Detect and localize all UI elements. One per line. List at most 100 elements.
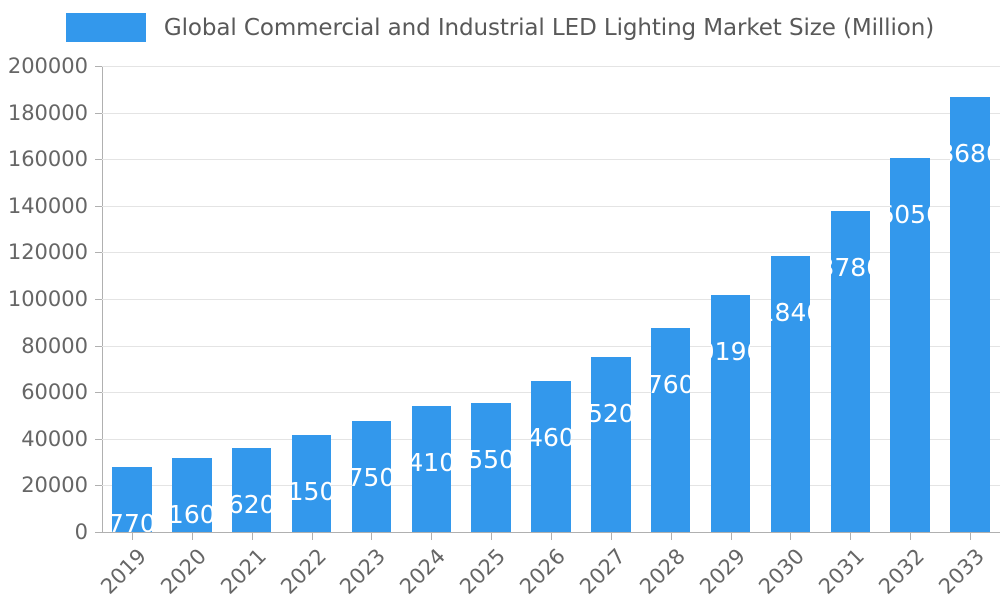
y-tick-label: 60000 bbox=[21, 380, 88, 405]
bar[interactable]: 27700 bbox=[112, 467, 152, 532]
bar-label-clip: 137800 bbox=[831, 211, 871, 532]
bar-label-clip: 41500 bbox=[292, 435, 332, 532]
x-tick-mark bbox=[790, 532, 792, 540]
x-tick-mark bbox=[730, 532, 732, 540]
bar-label-clip: 186800 bbox=[950, 97, 990, 532]
bar[interactable]: 118400 bbox=[770, 256, 811, 532]
bar-label-clip: 75200 bbox=[591, 357, 631, 532]
bar-value-label: 64600 bbox=[531, 423, 571, 453]
bar[interactable]: 101900 bbox=[710, 294, 751, 532]
y-tick-mark bbox=[95, 252, 102, 254]
bar-value-label: 36200 bbox=[231, 489, 272, 519]
y-tick-mark bbox=[95, 112, 102, 114]
x-tick-label: 2027 bbox=[575, 544, 630, 599]
y-tick-label: 20000 bbox=[21, 473, 88, 498]
bar-value-label: 54100 bbox=[411, 447, 452, 477]
x-tick-mark bbox=[371, 532, 373, 540]
y-tick-mark bbox=[95, 66, 102, 67]
bar-value-label: 47500 bbox=[351, 463, 392, 493]
bar[interactable]: 54100 bbox=[411, 405, 452, 532]
bar-label-clip: 160500 bbox=[890, 158, 930, 532]
x-tick-label: 2023 bbox=[335, 544, 391, 599]
bar-label-clip: 31600 bbox=[172, 458, 212, 532]
x-tick-mark bbox=[910, 532, 912, 540]
y-tick-label: 160000 bbox=[7, 147, 88, 172]
bar-value-label: 101900 bbox=[711, 336, 751, 366]
bar-value-label: 87600 bbox=[650, 369, 691, 399]
bar[interactable]: 55500 bbox=[471, 402, 511, 532]
x-tick-label: 2022 bbox=[275, 544, 331, 599]
x-tick-label: 2020 bbox=[155, 544, 211, 599]
gridline bbox=[102, 345, 1000, 347]
x-tick-mark bbox=[491, 532, 493, 540]
bar-label-clip: 27700 bbox=[112, 467, 152, 532]
x-tick-mark bbox=[251, 532, 253, 540]
x-tick-label: 2025 bbox=[455, 544, 511, 599]
bar-label-clip: 47500 bbox=[352, 421, 392, 532]
x-tick-mark bbox=[850, 532, 852, 540]
bar-value-label: 118400 bbox=[771, 298, 811, 328]
y-tick-label: 140000 bbox=[7, 193, 88, 218]
x-tick-label: 2024 bbox=[395, 544, 451, 599]
bar[interactable]: 75200 bbox=[591, 356, 631, 532]
bar-value-label: 186800 bbox=[950, 138, 990, 168]
x-tick-label: 2021 bbox=[215, 544, 271, 599]
x-tick-label: 2031 bbox=[814, 544, 870, 599]
bar-label-clip: 64600 bbox=[531, 381, 571, 532]
x-tick-label: 2026 bbox=[515, 544, 570, 599]
x-tick-mark bbox=[610, 532, 612, 540]
bar[interactable]: 31600 bbox=[172, 458, 212, 532]
y-tick-mark bbox=[95, 438, 102, 440]
plot-area: 0 20000 40000 60000 80000 100000 120000 140000 1… bbox=[8, 54, 1000, 599]
x-tick-label: 2033 bbox=[934, 544, 990, 599]
bar-value-label: 55500 bbox=[471, 444, 511, 474]
x-tick-mark bbox=[431, 532, 433, 540]
y-tick-label: 200000 bbox=[7, 54, 88, 78]
bar[interactable]: 47500 bbox=[351, 421, 392, 532]
x-tick-label: 2019 bbox=[96, 544, 151, 599]
bar-value-label: 41500 bbox=[291, 477, 332, 507]
x-tick-mark bbox=[551, 532, 552, 540]
x-tick-mark bbox=[670, 532, 672, 540]
gridline bbox=[102, 112, 1000, 114]
bar-label-clip: 36200 bbox=[232, 448, 272, 532]
x-tick-label: 2028 bbox=[634, 544, 690, 599]
y-tick-mark bbox=[95, 159, 102, 161]
x-tick-label: 2032 bbox=[874, 544, 930, 599]
bar-value-label: 137800 bbox=[831, 252, 871, 282]
bar-value-label: 31600 bbox=[172, 500, 212, 530]
y-tick-mark bbox=[95, 532, 102, 533]
y-tick-label: 0 bbox=[74, 520, 88, 544]
x-tick-mark bbox=[970, 532, 972, 540]
x-tick-mark bbox=[191, 532, 193, 540]
bar[interactable]: 160500 bbox=[890, 158, 930, 532]
y-tick-mark bbox=[95, 392, 102, 394]
y-tick-mark bbox=[95, 205, 102, 207]
bar-value-label: 75200 bbox=[591, 398, 631, 428]
gridline bbox=[102, 205, 1000, 207]
bar[interactable]: 41500 bbox=[291, 435, 332, 532]
bar[interactable]: 64600 bbox=[531, 381, 571, 532]
x-tick-label: 2029 bbox=[694, 544, 750, 599]
y-tick-mark bbox=[95, 299, 102, 300]
bar-label-clip: 118400 bbox=[771, 256, 811, 532]
bar-label-clip: 55500 bbox=[471, 403, 511, 532]
y-tick-mark bbox=[95, 485, 102, 487]
bar[interactable]: 137800 bbox=[830, 210, 871, 532]
y-tick-label: 120000 bbox=[7, 240, 88, 265]
bar[interactable]: 186800 bbox=[950, 96, 990, 532]
y-tick-label: 100000 bbox=[7, 287, 88, 311]
bar-label-clip: 87600 bbox=[651, 328, 691, 532]
x-tick-mark bbox=[311, 532, 313, 540]
chart-legend: Global Commercial and Industrial LED Lig… bbox=[0, 0, 1000, 55]
gridline bbox=[102, 299, 1000, 300]
bar[interactable]: 87600 bbox=[650, 327, 691, 532]
y-tick-mark bbox=[95, 345, 102, 347]
legend-color-swatch bbox=[65, 13, 146, 42]
gridline bbox=[102, 159, 1000, 161]
y-tick-label: 180000 bbox=[7, 100, 88, 125]
bar-label-clip: 101900 bbox=[711, 295, 751, 532]
y-tick-label: 40000 bbox=[21, 426, 88, 451]
bar[interactable]: 36200 bbox=[231, 447, 272, 532]
